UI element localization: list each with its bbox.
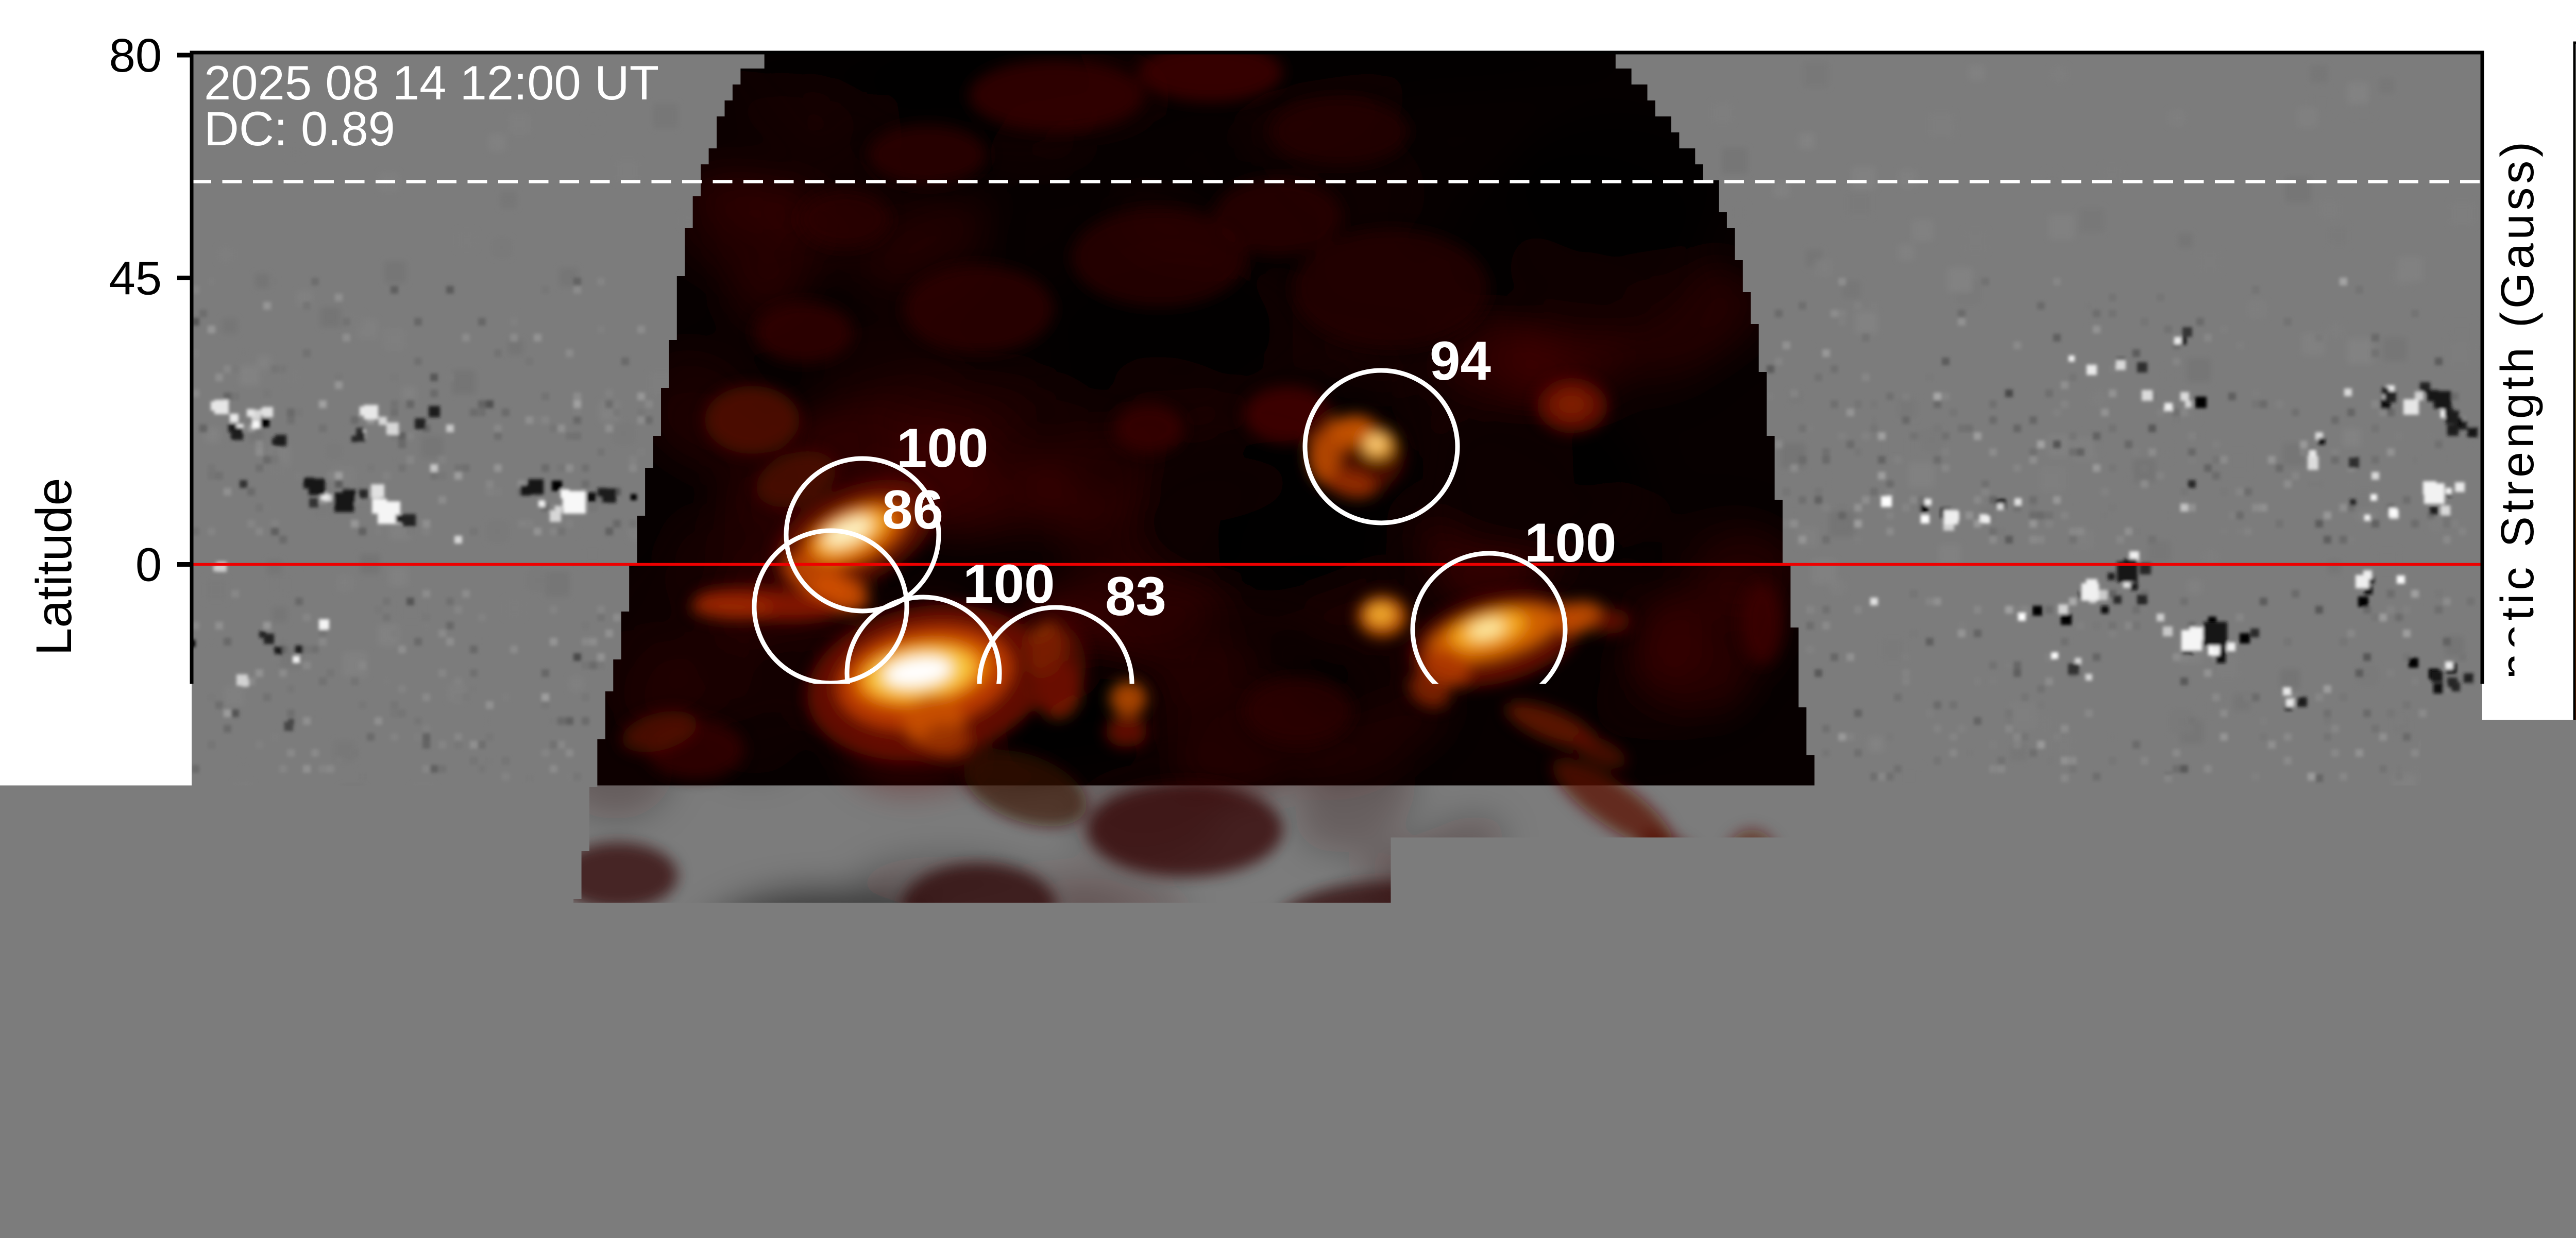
- svg-text:-80: -80: [93, 1048, 162, 1100]
- svg-text:0: 0: [135, 539, 162, 591]
- svg-text:86: 86: [882, 479, 943, 540]
- svg-text:100: 100: [963, 553, 1055, 615]
- svg-text:360: 360: [2443, 1098, 2522, 1151]
- svg-text:Latitude: Latitude: [26, 478, 82, 655]
- svg-text:0: 0: [178, 1098, 205, 1151]
- svg-text:180: 180: [1297, 1098, 1377, 1151]
- svg-text:60: 60: [547, 1098, 600, 1151]
- svg-text:Carrington Longitude: Carrington Longitude: [1104, 1152, 1570, 1209]
- svg-text:300: 300: [2061, 1098, 2140, 1151]
- svg-text:100: 100: [896, 417, 989, 479]
- svg-text:120: 120: [916, 1098, 995, 1151]
- svg-text:DC: 0.89: DC: 0.89: [204, 101, 395, 156]
- svg-text:-45: -45: [93, 825, 162, 878]
- svg-text:80: 80: [109, 29, 162, 82]
- svg-text:Farside Magnetic Strength (Gau: Farside Magnetic Strength (Gauss): [2492, 142, 2544, 975]
- svg-text:83: 83: [1105, 565, 1166, 627]
- svg-text:45: 45: [109, 252, 162, 305]
- svg-text:NISP: NISP: [2347, 982, 2453, 1047]
- svg-text:240: 240: [1679, 1098, 1758, 1151]
- svg-text:100: 100: [1524, 512, 1617, 573]
- svg-text:94: 94: [1430, 330, 1491, 392]
